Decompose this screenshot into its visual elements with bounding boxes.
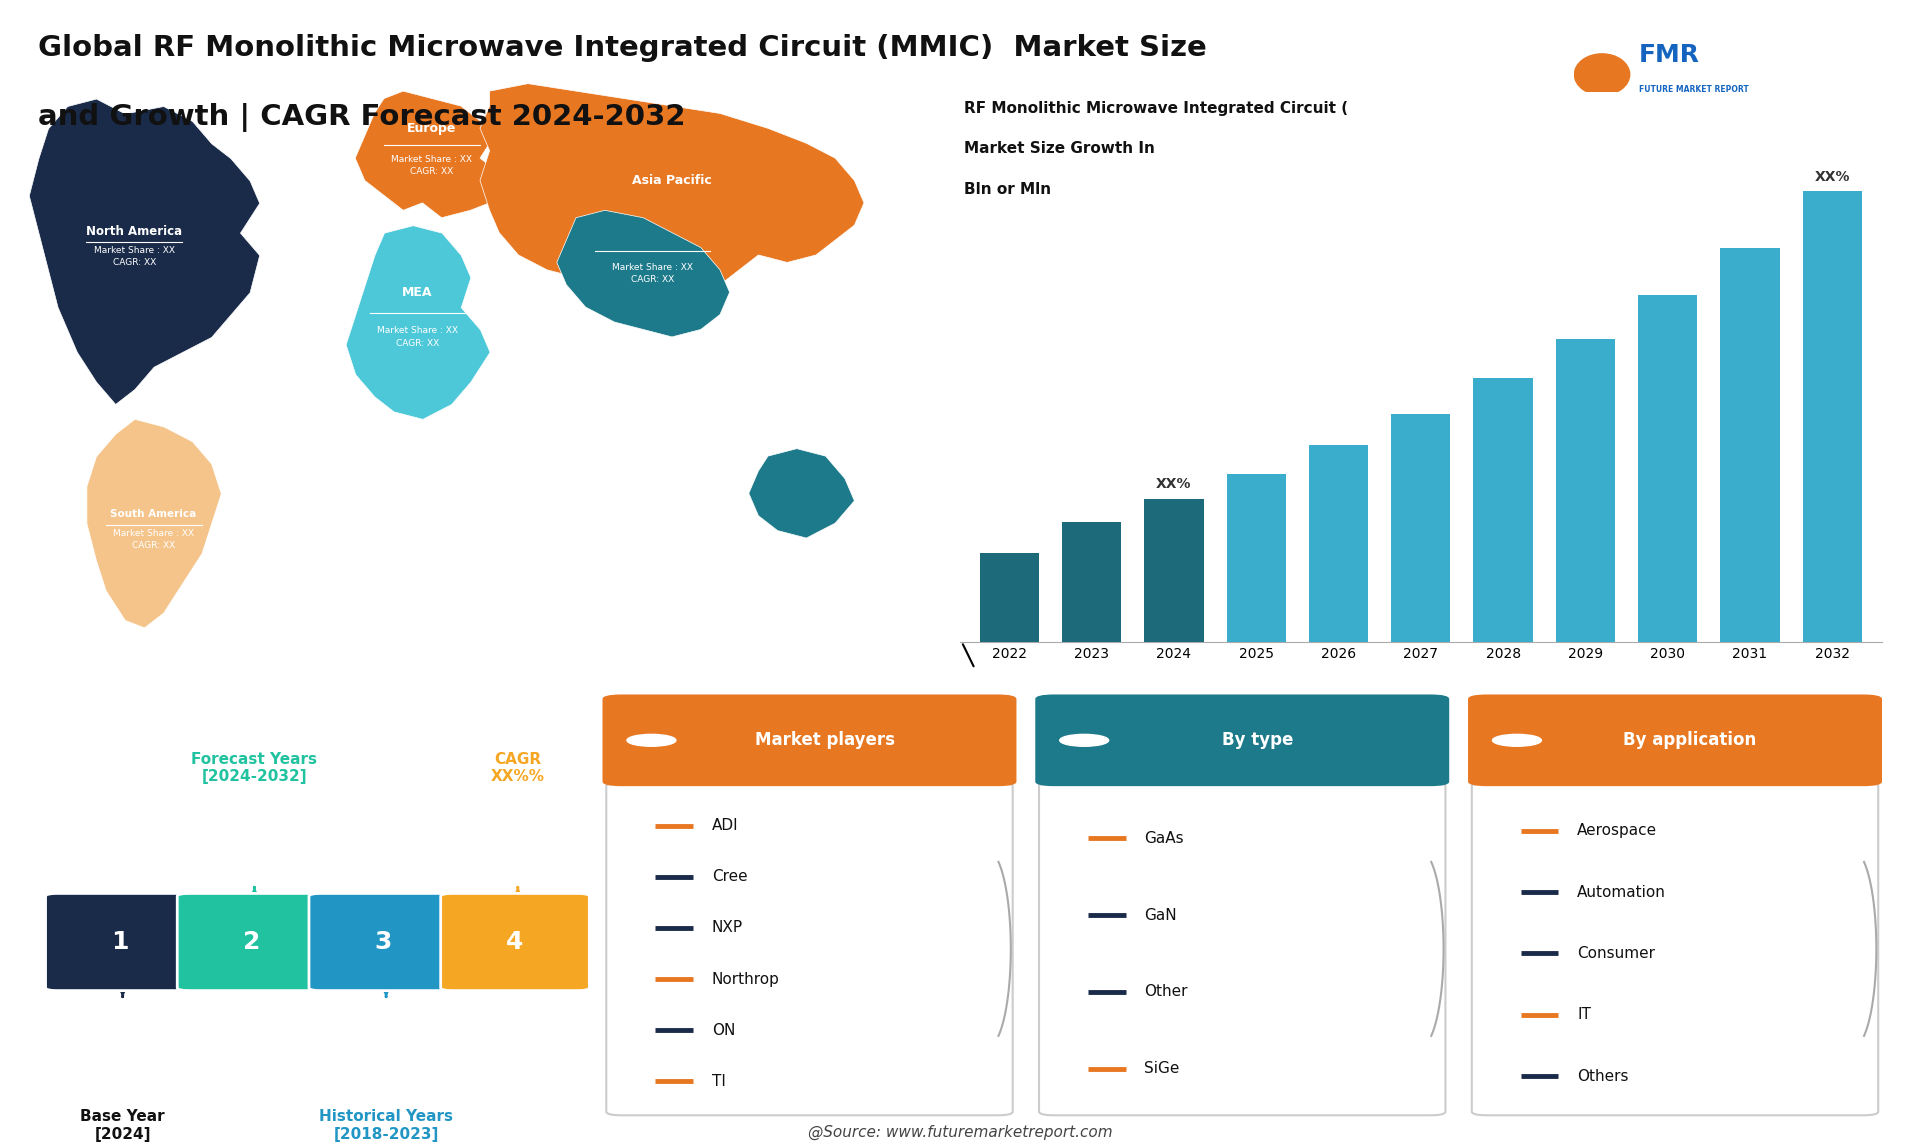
Bar [1473, 378, 1532, 642]
Text: Market players: Market players [755, 731, 895, 749]
Text: RF Monolithic Microwave Integrated Circuit (: RF Monolithic Microwave Integrated Circu… [964, 101, 1348, 116]
Text: Market Share : XX
CAGR: XX: Market Share : XX CAGR: XX [376, 327, 459, 347]
Text: North America: North America [86, 225, 182, 237]
Bar [1227, 473, 1286, 642]
Text: By application: By application [1624, 731, 1757, 749]
Text: XX%: XX% [1814, 170, 1851, 183]
FancyBboxPatch shape [1473, 783, 1878, 1115]
FancyBboxPatch shape [46, 894, 194, 990]
Text: Europe: Europe [407, 121, 457, 135]
Text: Market Size Growth In: Market Size Growth In [964, 141, 1156, 156]
FancyBboxPatch shape [1039, 783, 1446, 1115]
Text: IT: IT [1576, 1007, 1592, 1022]
Text: Market Share : XX
CAGR: XX: Market Share : XX CAGR: XX [612, 262, 693, 284]
Text: Automation: Automation [1576, 885, 1667, 900]
Text: By type: By type [1221, 731, 1292, 749]
Text: ON: ON [712, 1022, 735, 1038]
Circle shape [1574, 54, 1630, 95]
Text: Northrop: Northrop [712, 972, 780, 987]
FancyBboxPatch shape [1469, 694, 1882, 786]
Text: Cree: Cree [712, 869, 747, 885]
FancyBboxPatch shape [442, 894, 589, 990]
Text: Global RF Monolithic Microwave Integrated Circuit (MMIC)  Market Size: Global RF Monolithic Microwave Integrate… [38, 34, 1208, 62]
FancyBboxPatch shape [1035, 694, 1450, 786]
Text: Market Share : XX
CAGR: XX: Market Share : XX CAGR: XX [94, 245, 175, 267]
Bar [1720, 249, 1780, 642]
Text: Historical Years
[2018-2023]: Historical Years [2018-2023] [319, 1109, 453, 1141]
Text: South America: South America [111, 509, 196, 519]
Text: TI: TI [712, 1074, 726, 1089]
Circle shape [628, 735, 676, 746]
Circle shape [1060, 735, 1108, 746]
Text: 2: 2 [244, 931, 261, 953]
FancyBboxPatch shape [603, 694, 1016, 786]
Text: 3: 3 [374, 931, 392, 953]
Text: NXP: NXP [712, 920, 743, 935]
Text: 1: 1 [111, 931, 129, 953]
Text: @Source: www.futuremarketreport.com: @Source: www.futuremarketreport.com [808, 1125, 1112, 1140]
Text: Market Share : XX
CAGR: XX: Market Share : XX CAGR: XX [392, 155, 472, 176]
Text: Other: Other [1144, 984, 1188, 999]
Bar [1392, 414, 1450, 642]
Text: Forecast Years
[2024-2032]: Forecast Years [2024-2032] [192, 752, 317, 784]
Text: Aerospace: Aerospace [1576, 823, 1657, 838]
Text: 4: 4 [507, 931, 524, 953]
Text: Bln or Mln: Bln or Mln [964, 182, 1052, 197]
Text: FMR: FMR [1640, 44, 1699, 66]
Bar [1638, 296, 1697, 642]
Text: FUTURE MARKET REPORT: FUTURE MARKET REPORT [1640, 85, 1749, 94]
FancyBboxPatch shape [309, 894, 457, 990]
Text: MEA: MEA [403, 285, 432, 299]
Bar [979, 554, 1039, 642]
Text: CAGR
XX%%: CAGR XX%% [492, 752, 545, 784]
Text: Base Year
[2024]: Base Year [2024] [81, 1109, 165, 1141]
Text: Asia Pacific: Asia Pacific [632, 174, 712, 187]
Bar [1555, 339, 1615, 642]
Bar [1803, 191, 1862, 642]
Text: Consumer: Consumer [1576, 945, 1655, 961]
Text: XX%: XX% [1156, 478, 1192, 492]
Text: and Growth | CAGR Forecast 2024-2032: and Growth | CAGR Forecast 2024-2032 [38, 103, 685, 132]
FancyBboxPatch shape [607, 783, 1012, 1115]
Bar [1144, 499, 1204, 642]
Bar [1309, 446, 1369, 642]
Text: ADI: ADI [712, 818, 739, 833]
Text: GaN: GaN [1144, 908, 1177, 923]
FancyBboxPatch shape [177, 894, 326, 990]
Bar [1062, 523, 1121, 642]
Text: Others: Others [1576, 1069, 1628, 1084]
Circle shape [1492, 735, 1542, 746]
Text: SiGe: SiGe [1144, 1061, 1179, 1076]
Text: GaAs: GaAs [1144, 831, 1185, 846]
Text: Market Share : XX
CAGR: XX: Market Share : XX CAGR: XX [113, 528, 194, 550]
